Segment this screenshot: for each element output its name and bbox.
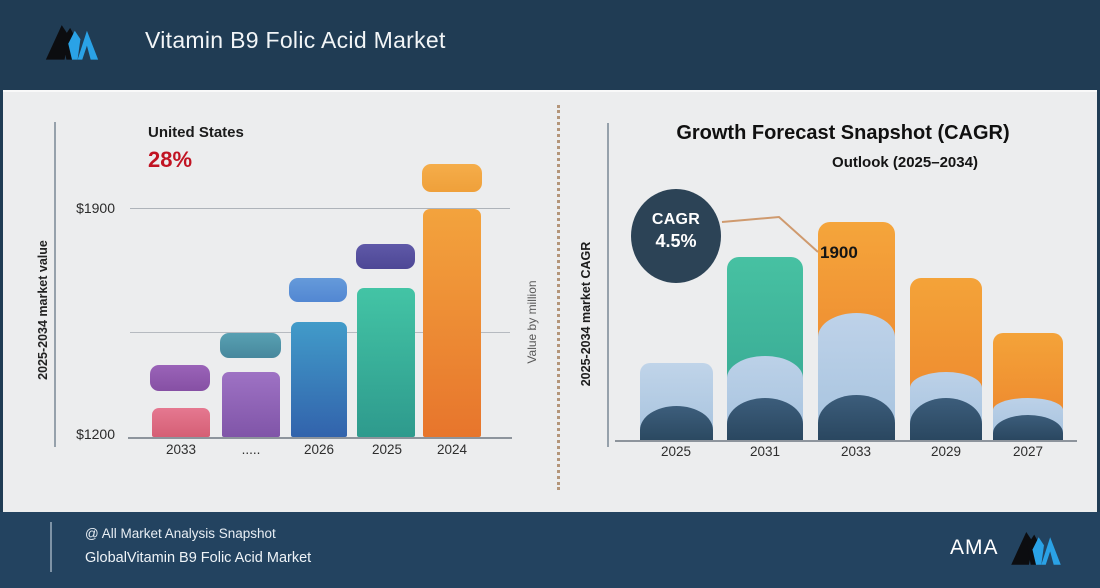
forecast-bar-2029 <box>910 278 982 440</box>
left-x-axis-line <box>128 437 512 439</box>
footer-snapshot-text: @ All Market Analysis Snapshot <box>85 526 276 541</box>
left-x-tick-2025: 2025 <box>371 442 403 457</box>
footer-divider <box>50 522 52 572</box>
footer-market-text: GlobalVitamin B9 Folic Acid Market <box>85 550 312 566</box>
us-bar-2033 <box>152 408 210 437</box>
segment-navy <box>993 415 1063 440</box>
left-x-tick-2033: 2033 <box>165 442 197 457</box>
right-y-axis-label: 2025-2034 market CAGR <box>579 241 593 387</box>
forecast-bar-2025 <box>640 363 713 440</box>
right-x-tick-2025: 2025 <box>660 444 692 459</box>
value-by-million-caption: Value by million <box>525 280 539 364</box>
forecast-bar-2027 <box>993 333 1063 440</box>
left-chart-highlight-percent: 28% <box>148 147 193 172</box>
bar-value-1900: 1900 <box>820 243 858 262</box>
us-bar-cap-dots <box>220 333 281 358</box>
footer-brand-text: AMA <box>950 536 999 559</box>
right-x-tick-2029: 2029 <box>930 444 962 459</box>
left-y-axis-line <box>54 122 56 447</box>
cagr-badge-label: CAGR <box>651 211 701 228</box>
ama-logo-icon <box>45 25 99 60</box>
left-chart-title: United States <box>148 124 244 141</box>
us-bar-2025 <box>357 288 415 437</box>
us-bar-cap-2033 <box>150 365 210 391</box>
footer-bar: @ All Market Analysis Snapshot GlobalVit… <box>0 512 1100 588</box>
right-y-axis-line <box>607 123 609 447</box>
right-x-axis-line <box>615 440 1077 442</box>
left-y-axis-label: 2025-2034 market value <box>36 240 50 380</box>
cagr-connector-line <box>721 215 819 253</box>
left-gridline-1900 <box>130 208 510 209</box>
us-bar-2024 <box>423 209 481 437</box>
cagr-badge-value: 4.5% <box>655 231 697 251</box>
dotted-divider <box>557 105 560 490</box>
left-y-tick-1200: $1200 <box>76 426 115 442</box>
right-x-tick-2033: 2033 <box>840 444 872 459</box>
us-bar-cap-2024 <box>422 164 482 192</box>
forecast-bar-2031 <box>727 257 803 440</box>
segment-navy <box>818 395 895 440</box>
right-chart-title: Growth Forecast Snapshot (CAGR) <box>676 122 1010 144</box>
cagr-badge: CAGR 4.5% <box>631 189 721 283</box>
page-title: Vitamin B9 Folic Acid Market <box>145 27 446 53</box>
right-x-tick-2027: 2027 <box>1012 444 1044 459</box>
forecast-bar-2033 <box>818 222 895 440</box>
segment-navy <box>727 398 803 440</box>
header-bar: Vitamin B9 Folic Acid Market <box>0 0 1100 90</box>
segment-navy <box>910 398 982 440</box>
left-x-tick-2026: 2026 <box>303 442 335 457</box>
left-y-tick-1900: $1900 <box>76 200 115 216</box>
us-bar-cap-2026 <box>289 278 347 302</box>
right-x-tick-2031: 2031 <box>749 444 781 459</box>
right-chart-subtitle: Outlook (2025–2034) <box>832 154 978 171</box>
us-bar-cap-2025 <box>356 244 415 269</box>
segment-navy <box>640 406 713 440</box>
left-x-tick-2024: 2024 <box>436 442 468 457</box>
left-x-tick-dots: ..... <box>241 442 261 457</box>
ama-logo-icon <box>1011 531 1061 565</box>
us-bar-dots <box>222 372 280 437</box>
us-bar-2026 <box>291 322 347 437</box>
